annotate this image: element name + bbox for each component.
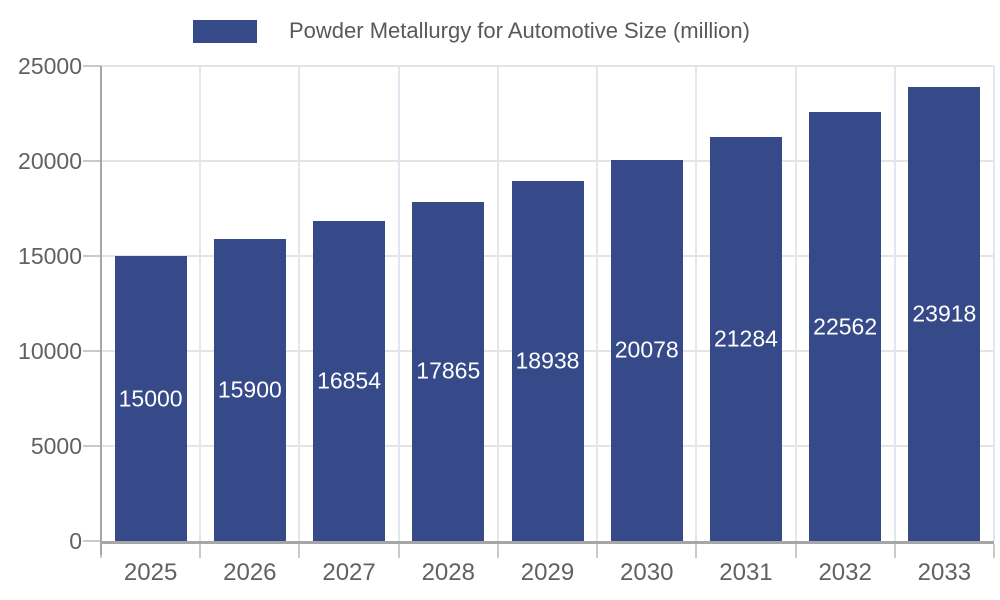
x-axis-tick xyxy=(298,544,301,558)
x-tick-label: 2028 xyxy=(421,559,475,586)
bar-value-label: 18938 xyxy=(515,347,580,374)
v-gridline xyxy=(496,66,499,541)
y-axis-tick xyxy=(83,540,101,542)
x-tick-label: 2033 xyxy=(917,559,972,586)
y-tick-label: 15000 xyxy=(18,243,82,269)
x-tick-label: 2025 xyxy=(123,559,178,586)
x-axis-tick xyxy=(695,544,698,558)
bar-value-label: 15000 xyxy=(118,385,183,411)
bar-2031[interactable]: 21284 xyxy=(709,136,782,541)
legend-item[interactable]: Powder Metallurgy for Automotive Size (m… xyxy=(193,18,750,44)
bar-2025[interactable]: 15000 xyxy=(114,256,187,541)
bar-2028[interactable]: 17865 xyxy=(412,201,485,541)
h-gridline xyxy=(101,65,994,67)
x-tick-label: 2030 xyxy=(620,559,674,586)
x-tick-label: 2031 xyxy=(719,559,773,586)
x-axis-tick xyxy=(794,544,797,558)
bar-value-label: 20078 xyxy=(614,336,679,363)
bar-2032[interactable]: 22562 xyxy=(809,112,882,541)
v-gridline xyxy=(596,66,599,541)
bar-value-label: 17865 xyxy=(416,357,481,384)
y-tick-label: 10000 xyxy=(18,338,82,364)
x-axis-tick xyxy=(596,544,599,558)
y-axis-tick xyxy=(83,255,101,257)
h-gridline xyxy=(101,160,994,162)
x-axis-tick xyxy=(893,544,896,558)
y-axis-line xyxy=(100,66,102,555)
y-tick-label: 20000 xyxy=(18,148,82,174)
v-gridline xyxy=(993,66,995,541)
v-gridline xyxy=(893,66,896,541)
bar-2030[interactable]: 20078 xyxy=(610,159,683,541)
bar-2029[interactable]: 18938 xyxy=(511,181,584,541)
v-gridline xyxy=(397,66,400,541)
v-gridline xyxy=(794,66,797,541)
x-axis-tick xyxy=(397,544,400,558)
x-tick-label: 2026 xyxy=(223,559,277,586)
y-axis-tick xyxy=(83,350,101,352)
bar-value-label: 21284 xyxy=(713,325,778,352)
x-axis-tick xyxy=(199,544,202,558)
x-axis-tick xyxy=(993,544,995,558)
y-tick-label: 0 xyxy=(69,528,82,554)
x-tick-label: 2032 xyxy=(818,559,872,586)
plot-area: 15000 15900 16854 17865 18938 20078 21284 22562… xyxy=(101,65,995,541)
bar-2027[interactable]: 16854 xyxy=(313,220,386,541)
bar-value-label: 23918 xyxy=(912,300,977,327)
y-axis-tick xyxy=(83,160,101,162)
x-tick-label: 2029 xyxy=(520,559,575,586)
y-axis-tick xyxy=(83,65,101,67)
y-tick-label: 25000 xyxy=(18,53,82,79)
y-axis-tick xyxy=(83,445,101,447)
bar-2026[interactable]: 15900 xyxy=(213,238,286,541)
x-axis-line xyxy=(101,541,994,544)
legend-label: Powder Metallurgy for Automotive Size (m… xyxy=(289,18,750,43)
bar-value-label: 16854 xyxy=(317,367,382,394)
x-tick-label: 2027 xyxy=(322,559,376,586)
bar-value-label: 15900 xyxy=(217,376,282,403)
bar-value-label: 22562 xyxy=(813,313,878,340)
v-gridline xyxy=(199,66,202,541)
bar-2033[interactable]: 23918 xyxy=(908,86,981,541)
v-gridline xyxy=(298,66,301,541)
v-gridline xyxy=(695,66,698,541)
x-axis-tick xyxy=(496,544,499,558)
y-tick-label: 5000 xyxy=(30,433,82,459)
legend-swatch-icon xyxy=(193,19,257,43)
